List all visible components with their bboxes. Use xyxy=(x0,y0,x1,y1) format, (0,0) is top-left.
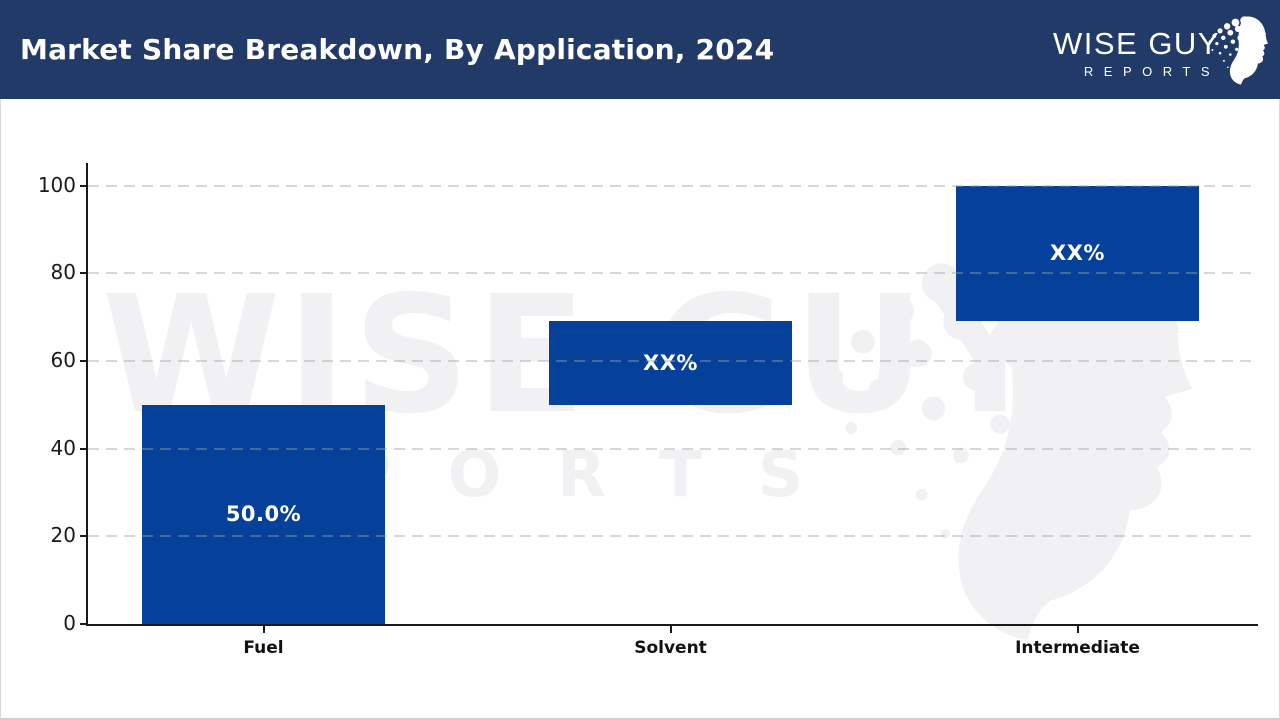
x-label-solvent: Solvent xyxy=(634,638,707,658)
page-title: Market Share Breakdown, By Application, … xyxy=(20,33,775,66)
page-border-left xyxy=(0,99,1,720)
bar-value-label: XX% xyxy=(1050,241,1105,266)
y-tick-0 xyxy=(80,623,87,625)
gridline-80 xyxy=(88,272,1257,275)
bar-intermediate: XX% xyxy=(956,185,1199,322)
header-band: Market Share Breakdown, By Application, … xyxy=(0,0,1280,99)
gridline-100 xyxy=(88,184,1257,187)
x-tick-solvent xyxy=(669,626,672,633)
logo-subtitle: REPORTS xyxy=(1083,63,1220,79)
x-label-fuel: Fuel xyxy=(243,638,284,658)
y-tick-label-40: 40 xyxy=(50,435,76,460)
gridline-60 xyxy=(88,359,1257,362)
logo-wordmark: WISE GUY xyxy=(1052,25,1220,61)
y-tick-20 xyxy=(80,535,87,538)
y-tick-label-80: 80 xyxy=(50,260,76,285)
bar-value-label: XX% xyxy=(643,351,698,376)
logo-text: WISE GUY REPORTS xyxy=(1052,25,1220,80)
y-tick-label-20: 20 xyxy=(50,523,76,548)
x-axis-line xyxy=(86,624,1258,626)
y-tick-label-100: 100 xyxy=(37,172,76,197)
y-axis-line xyxy=(86,163,88,626)
y-tick-40 xyxy=(80,447,87,450)
bar-solvent: XX% xyxy=(549,321,792,405)
x-tick-intermediate xyxy=(1076,626,1079,633)
dotted-head-icon xyxy=(1206,7,1270,93)
x-label-intermediate: Intermediate xyxy=(1015,638,1140,658)
x-tick-fuel xyxy=(262,626,265,633)
y-tick-100 xyxy=(80,184,87,187)
page-border-bottom xyxy=(0,718,1280,720)
wise-guy-logo: WISE GUY REPORTS xyxy=(1053,6,1270,94)
gridline-40 xyxy=(88,447,1257,450)
gridline-20 xyxy=(88,535,1257,538)
y-tick-60 xyxy=(80,359,87,362)
y-tick-label-0: 0 xyxy=(63,611,76,635)
bar-value-label: 50.0% xyxy=(225,502,302,527)
y-tick-80 xyxy=(80,272,87,275)
bar-fuel: 50.0% xyxy=(142,404,385,624)
y-tick-label-60: 60 xyxy=(50,347,76,372)
